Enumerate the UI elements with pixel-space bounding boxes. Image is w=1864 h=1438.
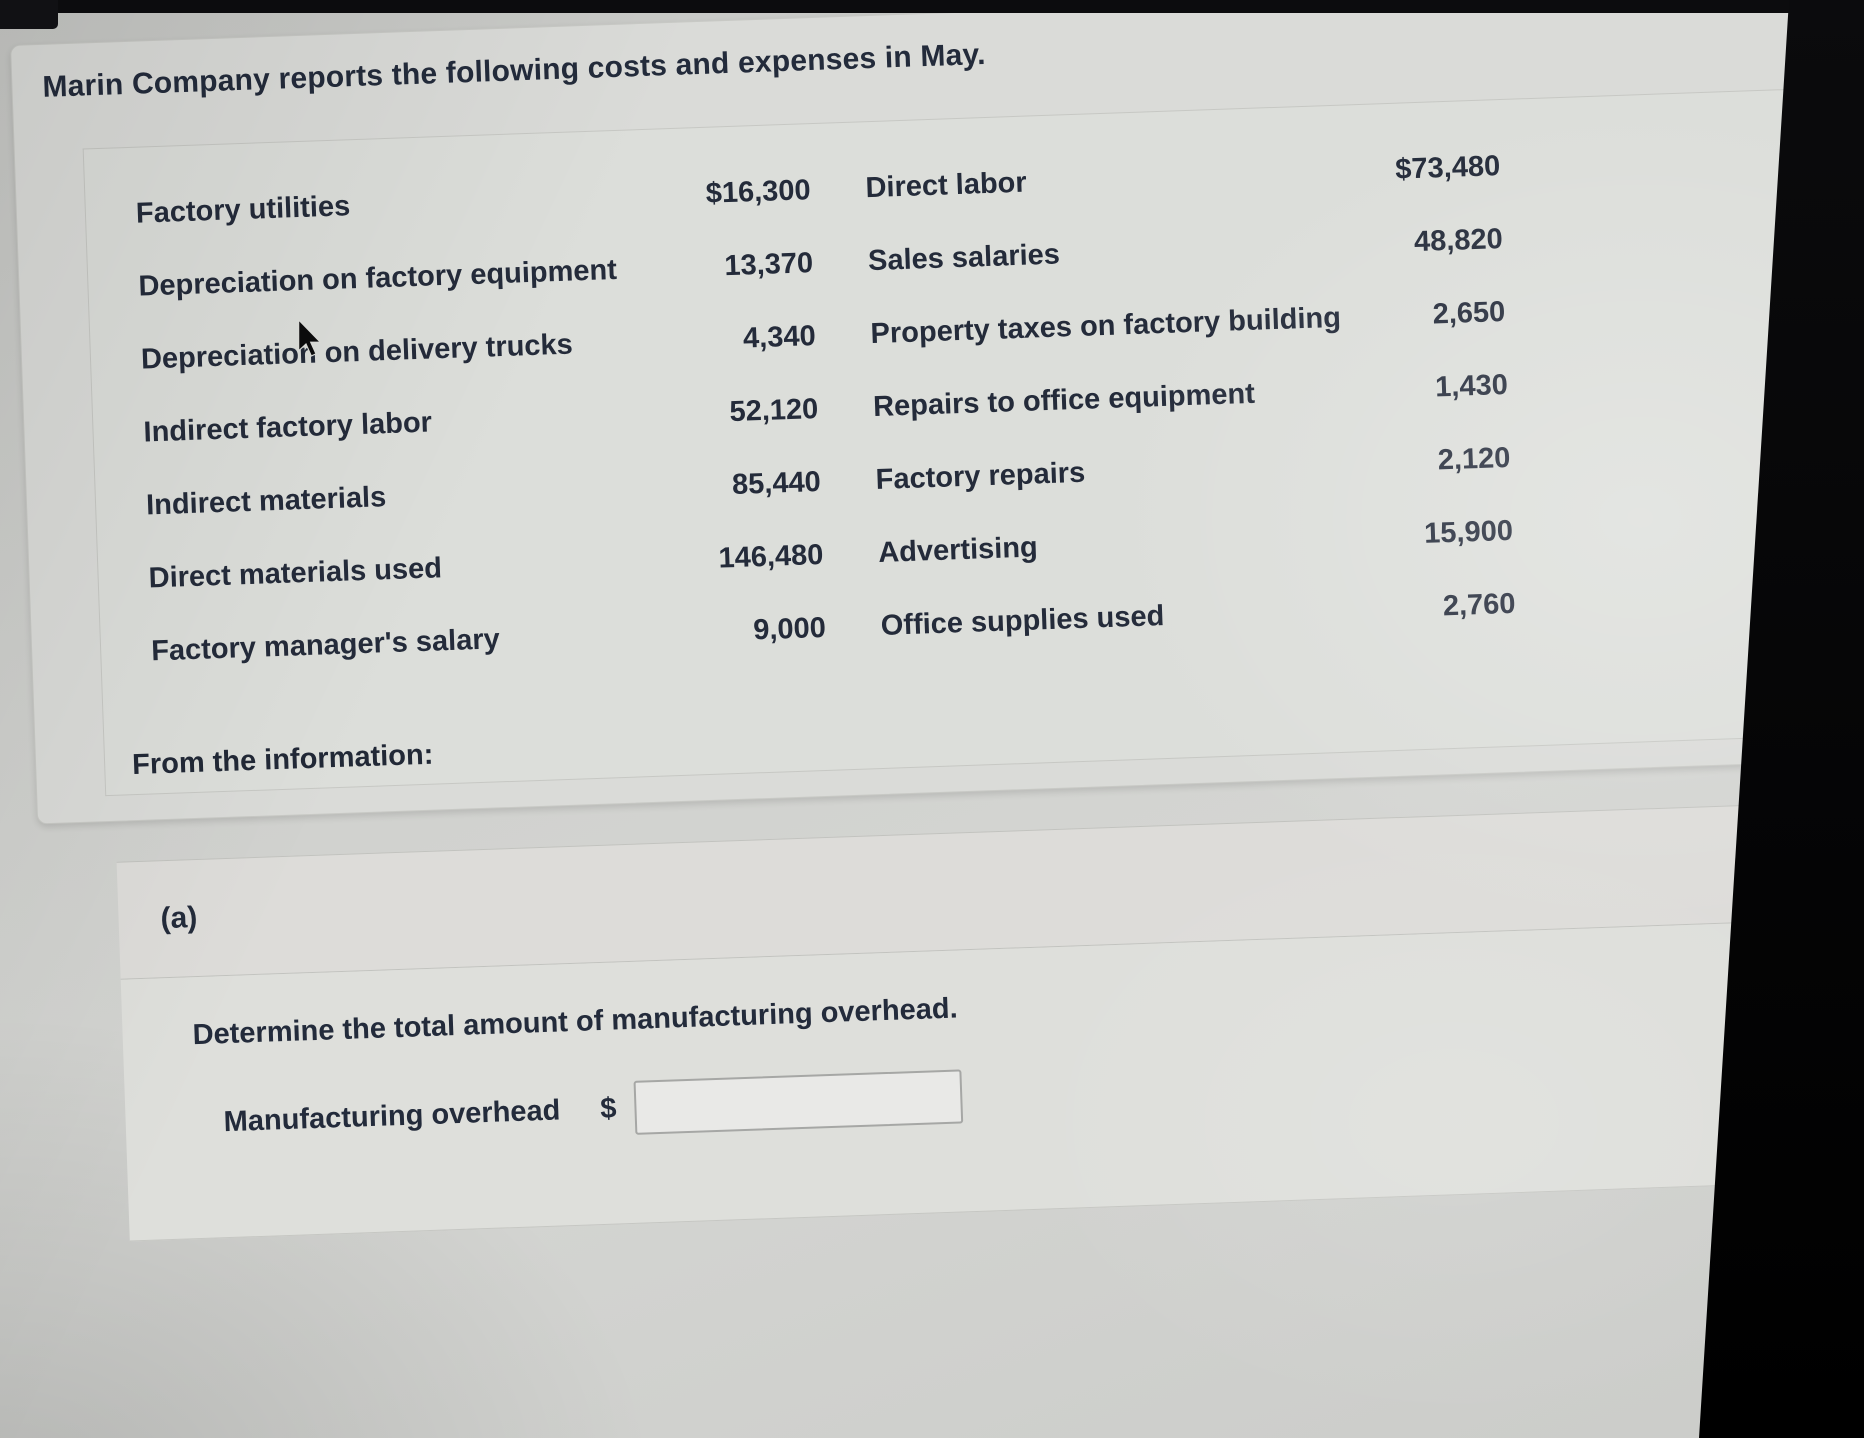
costs-table: Factory utilities $16,300 Direct labor $… <box>82 87 1849 797</box>
cost-value: $16,300 <box>705 174 812 210</box>
cost-value: 2,650 <box>1432 295 1506 331</box>
from-information-text: From the information: <box>131 738 434 782</box>
cost-label: Repairs to office equipment <box>872 377 1256 424</box>
answer-row: Manufacturing overhead $ <box>223 1035 1864 1149</box>
currency-symbol: $ <box>599 1091 617 1125</box>
cost-value: 48,820 <box>1413 223 1504 259</box>
cost-label: Advertising <box>877 531 1039 569</box>
cost-value: 13,370 <box>723 247 814 283</box>
cost-value: 15,900 <box>1423 514 1514 550</box>
cost-value: 4,340 <box>742 320 817 355</box>
cost-label: Direct labor <box>864 166 1028 205</box>
screen-bezel-corner <box>0 0 58 29</box>
section-a-label: (a) <box>160 901 198 936</box>
cost-label: Factory utilities <box>135 190 351 230</box>
cost-value: 52,120 <box>728 393 819 429</box>
cost-value: 2,120 <box>1437 441 1511 477</box>
cost-label: Factory manager's salary <box>150 623 501 668</box>
cost-label: Depreciation on factory equipment <box>137 253 618 303</box>
cost-label: Office supplies used <box>880 600 1165 642</box>
screen-content: Marin Company reports the following cost… <box>10 0 1864 1244</box>
answer-label: Manufacturing overhead <box>223 1093 561 1138</box>
cost-label: Factory repairs <box>875 456 1086 497</box>
page-title: Marin Company reports the following cost… <box>41 37 987 104</box>
cost-label: Sales salaries <box>867 238 1061 278</box>
cost-value: 2,760 <box>1442 587 1516 623</box>
cost-value: 1,430 <box>1434 368 1509 404</box>
cost-value: 85,440 <box>731 465 822 502</box>
cost-label: Depreciation on delivery trucks <box>140 328 574 376</box>
cost-value: 146,480 <box>717 538 824 575</box>
question-card: Marin Company reports the following cost… <box>10 0 1849 825</box>
mouse-cursor-icon <box>297 318 327 365</box>
cost-value: $73,480 <box>1394 150 1501 186</box>
screen-bezel-top <box>0 0 1864 13</box>
cost-label: Indirect materials <box>145 481 387 522</box>
cost-label: Direct materials used <box>148 552 443 595</box>
manufacturing-overhead-input[interactable] <box>633 1069 964 1135</box>
cost-value: 9,000 <box>752 611 827 647</box>
cost-label: Property taxes on factory building <box>870 301 1342 351</box>
cost-label: Indirect factory labor <box>143 406 433 449</box>
